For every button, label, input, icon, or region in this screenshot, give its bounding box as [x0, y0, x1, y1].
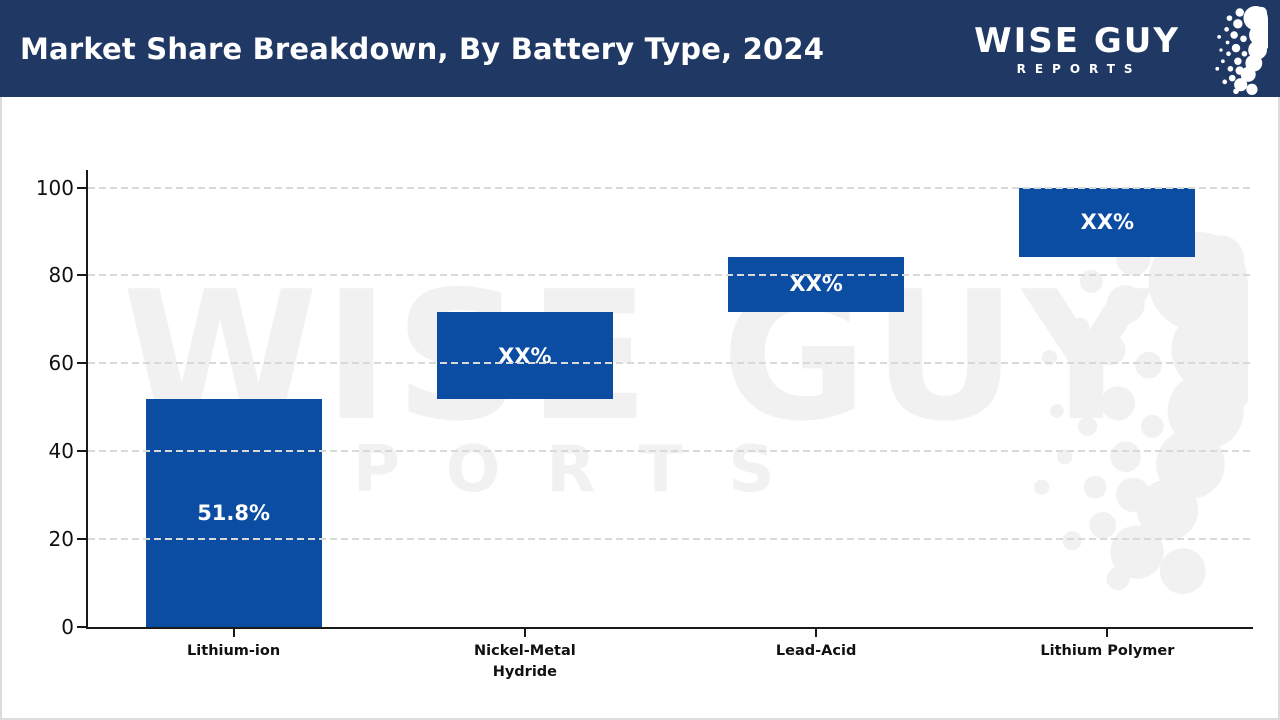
- bar-value-label-lead-acid: XX%: [789, 272, 843, 297]
- bar-lithium-polymer: XX%: [1019, 187, 1196, 257]
- x-category-label-lithium-polymer: Lithium Polymer: [1040, 643, 1175, 659]
- gridline-100: [88, 186, 1253, 189]
- x-tick-nickel-metal-hydride: [523, 629, 526, 637]
- logo-wordmark: WISE GUY: [974, 20, 1180, 61]
- x-category-label-lithium-ion: Lithium-ion: [187, 643, 281, 659]
- bar-lithium-ion: 51.8%: [145, 399, 322, 627]
- gridline-60: [88, 362, 1253, 365]
- wiseguy-face-logo-icon: [1215, 5, 1268, 95]
- y-tick-40: [77, 450, 86, 453]
- x-tick-lithium-polymer: [1106, 629, 1109, 637]
- y-tick-label-40: 40: [48, 439, 74, 464]
- y-tick-20: [77, 538, 86, 541]
- bar-value-label-lithium-polymer: XX%: [1080, 210, 1135, 235]
- x-tick-lithium-ion: [232, 629, 235, 637]
- x-category-label-nickel-metal-hydride: Nickel-Metal Hydride: [474, 643, 576, 681]
- y-tick-label-100: 100: [35, 175, 74, 200]
- gridline-20: [88, 538, 1253, 541]
- y-tick-label-20: 20: [48, 527, 74, 552]
- y-tick-label-80: 80: [48, 263, 74, 288]
- logo-text: WISE GUY REPORTS: [974, 24, 1180, 76]
- y-tick-0: [77, 626, 86, 628]
- y-axis-line: [86, 170, 88, 629]
- bar-value-label-lithium-ion: 51.8%: [197, 501, 271, 526]
- x-axis-line: [86, 627, 1253, 629]
- bar-nickel-metal-hydride: XX%: [436, 312, 613, 400]
- y-tick-label-0: 0: [61, 615, 74, 639]
- y-tick-100: [77, 186, 86, 189]
- logo-subtext: REPORTS: [1016, 61, 1142, 76]
- x-tick-lead-acid: [815, 629, 818, 637]
- bar-lead-acid: XX%: [728, 256, 905, 313]
- gridline-40: [88, 450, 1253, 453]
- y-tick-60: [77, 362, 86, 365]
- y-tick-label-60: 60: [48, 351, 74, 376]
- y-tick-80: [77, 274, 86, 277]
- wiseguy-logo: WISE GUY REPORTS: [974, 5, 1268, 95]
- header: Market Share Breakdown, By Battery Type,…: [0, 0, 1280, 97]
- page-title: Market Share Breakdown, By Battery Type,…: [20, 31, 825, 66]
- x-category-label-lead-acid: Lead-Acid: [775, 643, 857, 659]
- gridline-80: [88, 274, 1253, 277]
